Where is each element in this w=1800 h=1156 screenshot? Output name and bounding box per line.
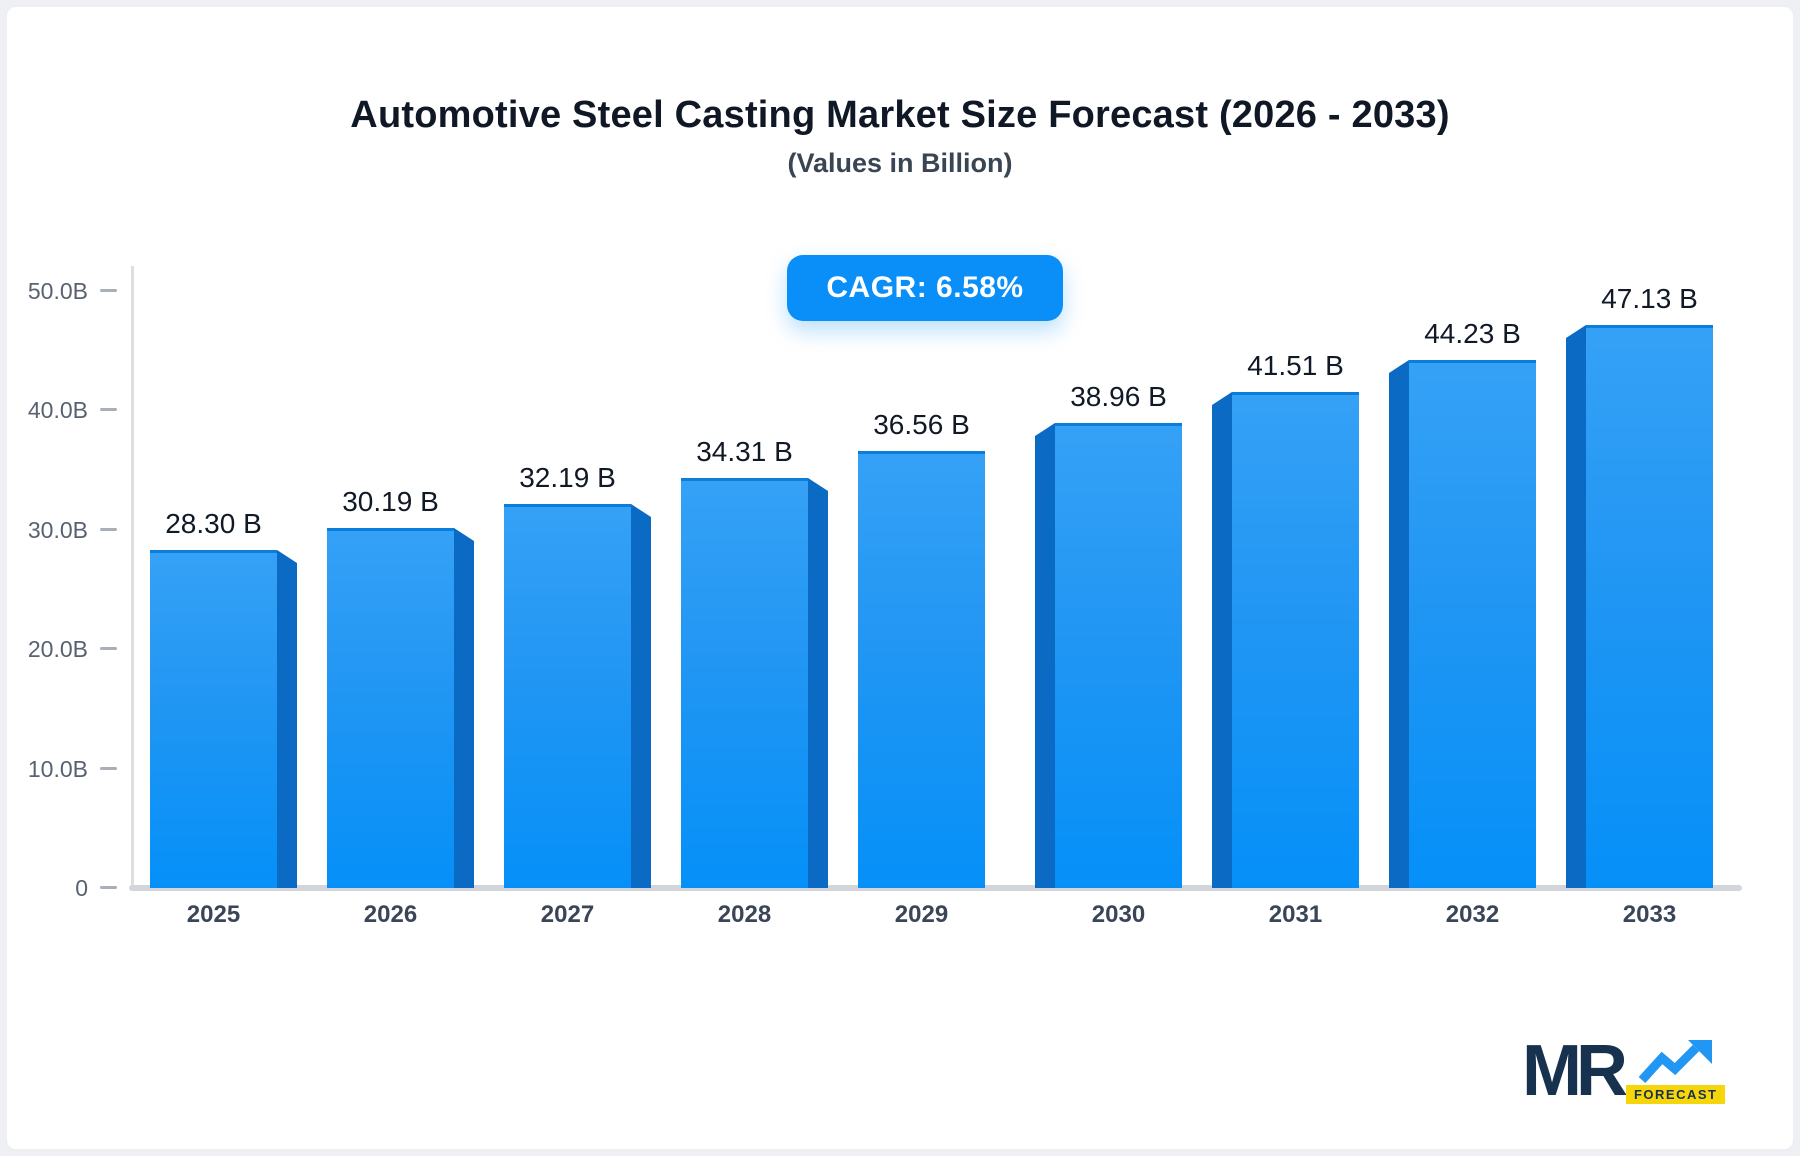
y-tick-label-40: 40.0B [27,397,88,424]
y-tick-mark-50 [100,289,117,292]
bar-2032[interactable] [1409,360,1536,888]
y-tick-label-30: 30.0B [27,516,88,543]
x-tick-label-2030: 2030 [1091,901,1146,928]
y-tick-mark-30 [100,527,117,531]
bar-value-label-2029: 36.56 B [873,409,970,440]
bar-side-2026 [454,528,474,888]
x-tick-label-2027: 2027 [540,901,595,928]
x-axis-baseline [129,885,1742,891]
x-tick-label-2032: 2032 [1445,901,1500,928]
bar-value-label-2031: 41.51 B [1247,350,1344,381]
mr-forecast-logo: MR FORECAST [1522,1030,1726,1111]
bar-side-2028 [808,478,828,888]
cagr-badge: CAGR: 6.58% [787,255,1063,321]
x-tick-label-2029: 2029 [894,901,949,928]
y-tick-label-0: 0 [75,875,88,901]
bar-side-2031 [1212,392,1232,888]
bar-value-label-2025: 28.30 B [165,508,262,539]
x-tick-label-2025: 2025 [186,901,241,928]
y-tick-label-20: 20.0B [27,636,88,663]
bar-2029[interactable] [858,451,985,888]
y-tick-label-50: 50.0B [27,278,88,304]
x-tick-label-2026: 2026 [363,901,418,928]
bar-side-2030 [1035,423,1055,888]
y-tick-mark-40 [100,408,117,412]
y-tick-mark-20 [100,647,117,651]
bar-value-label-2033: 47.13 B [1601,283,1698,314]
y-tick-mark-10 [100,766,117,770]
bar-value-label-2030: 38.96 B [1070,381,1167,412]
bar-side-2033 [1566,325,1586,888]
x-tick-label-2031: 2031 [1268,901,1323,928]
y-tick-label-10: 10.0B [27,755,88,782]
bar-value-label-2026: 30.19 B [342,486,439,517]
bar-side-2025 [277,550,297,888]
bar-value-label-2028: 34.31 B [696,436,793,467]
bar-2028[interactable] [681,478,808,888]
bar-2025[interactable] [150,550,277,888]
bar-2026[interactable] [327,528,454,888]
y-axis-line [131,266,134,888]
bar-2033[interactable] [1586,325,1713,888]
bar-2027[interactable] [504,504,631,888]
logo-forecast-text: FORECAST [1625,1085,1726,1104]
bar-side-2032 [1389,360,1409,888]
chart-title: Automotive Steel Casting Market Size For… [350,94,1450,136]
logo-mr-text: MR [1522,1030,1628,1111]
x-tick-label-2033: 2033 [1622,901,1677,928]
bar-value-label-2027: 32.19 B [519,462,616,493]
x-tick-label-2028: 2028 [717,901,772,928]
y-tick-mark-0 [100,886,117,889]
bar-2030[interactable] [1055,423,1182,888]
bar-value-label-2032: 44.23 B [1424,318,1521,349]
bar-side-2027 [631,504,651,888]
chart-subtitle: (Values in Billion) [787,148,1013,178]
trend-arrow-icon [1638,1040,1712,1084]
bar-2031[interactable] [1232,392,1359,888]
